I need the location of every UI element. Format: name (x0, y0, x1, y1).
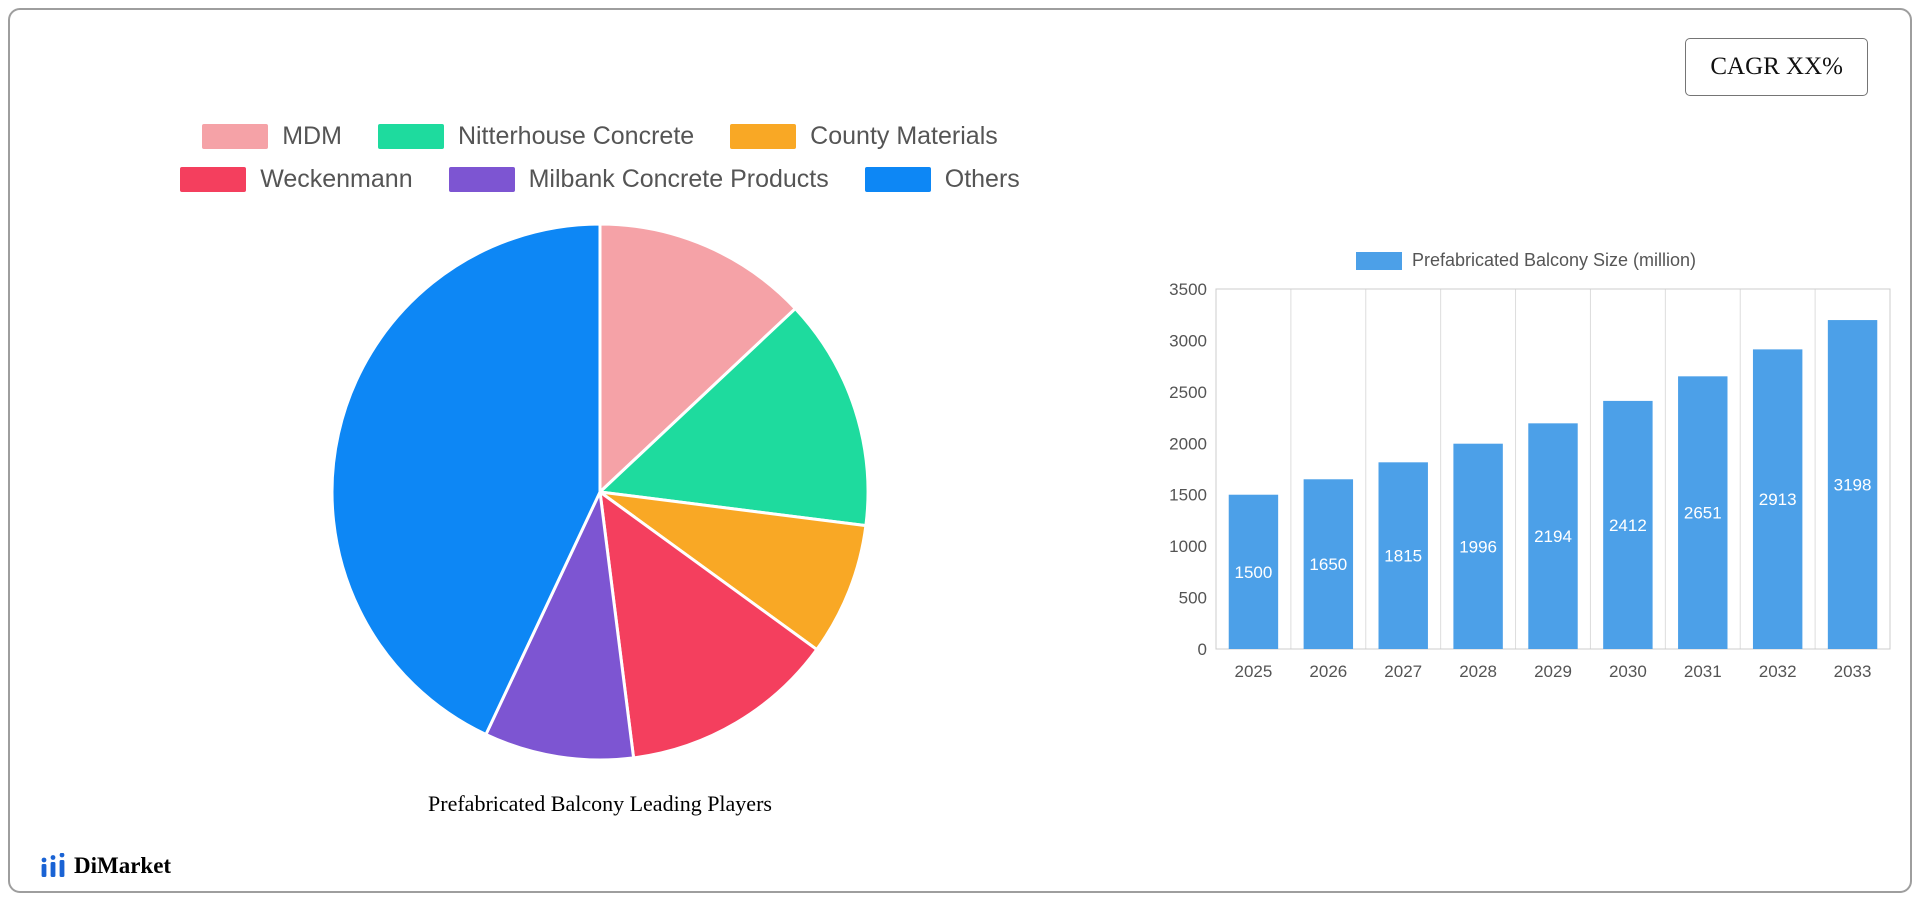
bar-x-tick-label: 2033 (1834, 662, 1872, 681)
pie-legend-swatch (864, 167, 931, 192)
pie-slice-county-materials (598, 490, 868, 652)
pie-legend-item-nitterhouse-concrete[interactable]: Nitterhouse Concrete (377, 122, 695, 151)
bar-x-tick-label: 2031 (1684, 662, 1722, 681)
bar-x-tick-label: 2032 (1759, 662, 1797, 681)
dimarket-logo: DiMarket (40, 853, 171, 877)
pie-legend-item-county-materials[interactable]: County Materials (730, 122, 998, 151)
bar-value-label: 1996 (1459, 537, 1497, 556)
bar-y-tick-label: 1500 (1169, 486, 1207, 505)
bar-y-tick-label: 3500 (1169, 281, 1207, 299)
bar-chart-svg: 0 500 1000 1500 2000 2500 3000 3500 1500 2025 1650… (1169, 281, 1891, 681)
pie-legend-row: MDM Nitterhouse Concrete County Materials (202, 122, 998, 151)
pie-legend-swatch (730, 124, 797, 149)
pie-legend-item-others[interactable]: Others (864, 165, 1020, 194)
bar-chart-section: Prefabricated Balcony Size (million) 0 50… (1156, 250, 1896, 693)
bar-value-label: 1500 (1235, 563, 1273, 582)
pie-legend-label: MDM (282, 122, 342, 150)
bar-x-tick-label: 2027 (1384, 662, 1422, 681)
bar-value-label: 2651 (1684, 504, 1722, 523)
pie-slice-nitterhouse-concrete (598, 307, 870, 528)
pie-chart-title: Prefabricated Balcony Leading Players (428, 791, 772, 816)
report-card: CAGR XX% MDM Nitterhouse Concrete County M… (8, 8, 1912, 893)
bar-legend-swatch (1355, 251, 1402, 270)
dimarket-logo-icon (41, 853, 65, 877)
bar-2031 (1678, 376, 1728, 649)
bar-2030 (1603, 400, 1653, 649)
bar-y-tick-label: 500 (1179, 589, 1207, 608)
bar-2027 (1378, 462, 1428, 649)
bar-2025 (1228, 494, 1279, 649)
pie-legend-item-weckenmann[interactable]: Weckenmann (180, 165, 413, 194)
bar-value-label: 1650 (1309, 555, 1347, 574)
pie-legend-swatch (202, 124, 269, 149)
bar-y-tick-label: 2500 (1169, 383, 1207, 402)
pie-legend-item-mdm[interactable]: MDM (202, 122, 342, 151)
bar-value-label: 2913 (1759, 490, 1797, 509)
bar-value-label: 2412 (1609, 516, 1647, 535)
bar-x-tick-label: 2029 (1534, 662, 1572, 681)
pie-legend-label: County Materials (810, 122, 998, 150)
dimarket-logo-text: DiMarket (74, 853, 172, 878)
pie-legend: MDM Nitterhouse Concrete County Materials W… (180, 122, 1020, 194)
cagr-badge: CAGR XX% (1685, 38, 1868, 96)
bar-x-tick-label: 2025 (1235, 662, 1273, 681)
bar-2033 (1827, 320, 1878, 649)
pie-legend-row: Weckenmann Milbank Concrete Products Other… (180, 165, 1020, 194)
pie-legend-item-milbank-concrete-products[interactable]: Milbank Concrete Products (448, 165, 829, 194)
bar-value-label: 2194 (1534, 527, 1572, 546)
bar-y-tick-label: 0 (1198, 640, 1207, 659)
bar-legend-label: Prefabricated Balcony Size (million) (1411, 250, 1697, 270)
bar-x-tick-label: 2028 (1459, 662, 1497, 681)
bar-legend-item[interactable]: Prefabricated Balcony Size (million) (1156, 250, 1896, 271)
pie-legend-label: Nitterhouse Concrete (457, 122, 695, 150)
pie-chart (324, 216, 876, 773)
pie-chart-svg (330, 222, 870, 762)
pie-legend-label: Milbank Concrete Products (528, 165, 829, 193)
pie-legend-swatch (448, 167, 515, 192)
bar-2028 (1453, 443, 1503, 649)
bar-y-tick-label: 3000 (1169, 331, 1207, 350)
pie-legend-label: Weckenmann (260, 165, 413, 193)
pie-slice-weckenmann (598, 490, 819, 760)
pie-slice-milbank-concrete-products (484, 490, 636, 762)
bar-2032 (1752, 349, 1803, 649)
pie-slice-mdm (598, 222, 797, 494)
bar-value-label: 3198 (1834, 476, 1872, 495)
bar-y-tick-label: 1000 (1169, 537, 1207, 556)
bar-x-tick-label: 2030 (1609, 662, 1647, 681)
pie-legend-swatch (377, 124, 444, 149)
bar-value-label: 1815 (1384, 547, 1422, 566)
pie-legend-label: Others (944, 165, 1020, 193)
pie-slice-others (330, 222, 602, 736)
bar-2029 (1528, 423, 1578, 649)
bar-x-tick-label: 2026 (1309, 662, 1347, 681)
bar-2026 (1303, 479, 1354, 649)
bar-y-tick-label: 2000 (1169, 434, 1207, 453)
pie-legend-swatch (180, 167, 247, 192)
pie-chart-section: MDM Nitterhouse Concrete County Materials W… (110, 122, 1090, 817)
